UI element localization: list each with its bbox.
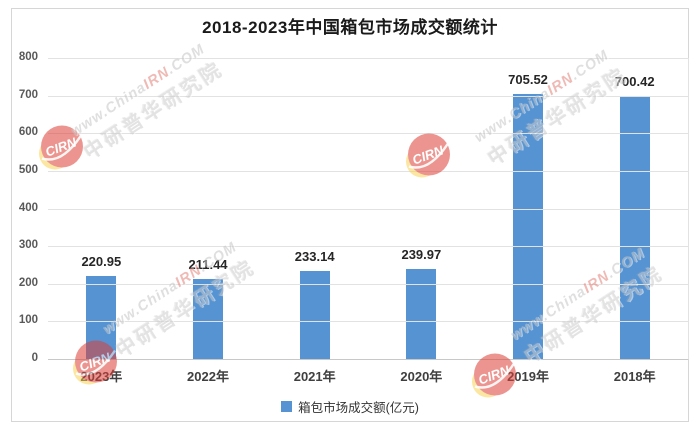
gridline — [48, 133, 688, 135]
y-axis-tick-label: 100 — [18, 314, 38, 327]
bar-column: 700.42 — [581, 58, 688, 359]
x-axis-category-label: 2019年 — [507, 369, 549, 384]
legend-label: 箱包市场成交额(亿元) — [298, 401, 419, 415]
bar-2020 — [406, 268, 437, 359]
gridline — [48, 95, 688, 97]
gridline — [48, 321, 688, 323]
gridline — [48, 58, 688, 59]
y-axis-tick-label: 400 — [18, 201, 38, 214]
gridline — [48, 208, 688, 210]
bar-value-label: 239.97 — [401, 246, 442, 262]
x-axis: 2023年 2022年 2021年 2020年 2019年 2018年 — [48, 366, 688, 385]
x-axis-category-label: 2021年 — [293, 369, 336, 384]
gridline — [48, 170, 688, 172]
gridline — [48, 283, 688, 285]
bar-column: 705.52 — [475, 58, 582, 359]
x-axis-category-label: 2018年 — [613, 369, 656, 384]
y-axis-tick-label: 800 — [18, 51, 38, 63]
x-axis-category-label: 2023年 — [80, 369, 123, 384]
x-axis-category-label: 2020年 — [400, 369, 443, 384]
bar-value-label: 705.52 — [508, 71, 548, 87]
x-axis-category-label: 2022年 — [187, 369, 229, 384]
bar-value-label: 220.95 — [81, 253, 122, 269]
bar-2021 — [299, 271, 330, 359]
bar-value-label: 700.42 — [614, 73, 655, 89]
gridline — [48, 246, 688, 248]
y-axis-tick-label: 500 — [18, 163, 38, 176]
y-axis-tick-label: 300 — [18, 239, 38, 252]
y-axis-tick-label: 700 — [18, 88, 38, 101]
legend-swatch — [281, 401, 293, 412]
bar-2019 — [513, 93, 544, 359]
y-axis-tick-label: 600 — [18, 126, 38, 139]
bar-column: 211.44 — [155, 58, 262, 359]
legend: 箱包市场成交额(亿元) — [0, 397, 700, 416]
chart-title: 2018-2023年中国箱包市场成交额统计 — [202, 18, 498, 37]
bar-column: 233.14 — [261, 58, 368, 359]
y-axis-tick-label: 200 — [18, 276, 38, 289]
bar-value-label: 233.14 — [294, 249, 335, 265]
y-axis-tick-label: 0 — [31, 352, 38, 364]
plot-area: 220.95 211.44 233.14 239.97 705.52 700.42 — [48, 58, 689, 360]
bar-value-label: 211.44 — [188, 257, 228, 273]
bar-2023 — [86, 275, 117, 359]
bar-2022 — [193, 279, 223, 359]
bar-2018 — [619, 95, 650, 359]
gridline — [48, 359, 688, 360]
bars-layer: 220.95 211.44 233.14 239.97 705.52 700.42 — [48, 58, 688, 359]
